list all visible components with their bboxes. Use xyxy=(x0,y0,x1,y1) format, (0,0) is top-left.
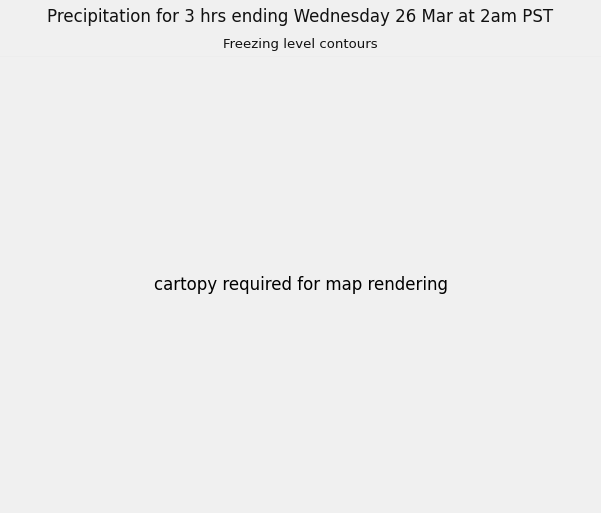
Text: Precipitation for 3 hrs ending Wednesday 26 Mar at 2am PST: Precipitation for 3 hrs ending Wednesday… xyxy=(47,8,554,26)
Text: Freezing level contours: Freezing level contours xyxy=(223,38,378,51)
Text: cartopy required for map rendering: cartopy required for map rendering xyxy=(153,276,448,294)
